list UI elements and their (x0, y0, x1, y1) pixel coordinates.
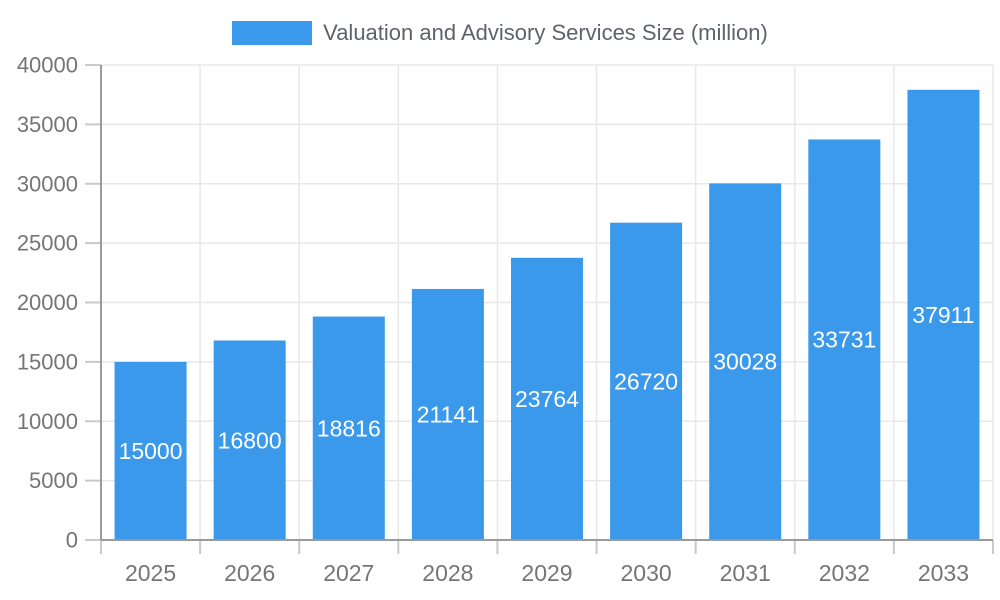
bar-value-label: 26720 (614, 368, 678, 394)
y-axis-label: 15000 (17, 349, 78, 374)
x-axis-label: 2028 (422, 560, 473, 586)
legend-swatch[interactable] (232, 21, 313, 45)
bar-value-label: 33731 (812, 327, 876, 353)
y-axis-label: 25000 (17, 231, 78, 256)
bar-value-label: 16800 (218, 427, 282, 453)
x-axis-label: 2027 (323, 560, 374, 586)
bar-2032[interactable] (808, 139, 881, 540)
x-axis-label: 2033 (918, 560, 969, 586)
x-axis-label: 2031 (720, 560, 771, 586)
bar-2026[interactable] (213, 340, 286, 541)
bar-value-label: 15000 (119, 438, 183, 464)
x-axis-label: 2026 (224, 560, 275, 586)
bar-2027[interactable] (312, 316, 385, 540)
bar-value-label: 23764 (515, 386, 579, 412)
bar-2031[interactable] (709, 183, 782, 541)
bar-value-label: 18816 (317, 415, 381, 441)
legend-label[interactable]: Valuation and Advisory Services Size (mi… (323, 20, 768, 45)
y-axis-label: 0 (66, 528, 78, 553)
bar-value-label: 30028 (713, 349, 777, 375)
y-axis-label: 20000 (17, 290, 78, 315)
x-axis-label: 2032 (819, 560, 870, 586)
bar-2033[interactable] (907, 89, 980, 540)
x-axis-label: 2025 (125, 560, 176, 586)
y-axis-label: 35000 (17, 112, 78, 137)
y-axis-label: 30000 (17, 171, 78, 196)
bar-2025[interactable] (114, 361, 187, 540)
bar-2028[interactable] (411, 288, 484, 540)
x-axis-label: 2029 (521, 560, 572, 586)
bar-value-label: 21141 (417, 401, 479, 427)
bar-2029[interactable] (511, 257, 583, 540)
bar-value-label: 37911 (912, 302, 974, 328)
legend[interactable]: Valuation and Advisory Services Size (mi… (0, 19, 1000, 47)
y-axis-label: 40000 (17, 53, 78, 78)
bar-2030[interactable] (610, 222, 683, 540)
y-axis-label: 5000 (29, 468, 78, 493)
y-axis-label: 10000 (17, 409, 78, 434)
x-axis-label: 2030 (621, 560, 672, 586)
